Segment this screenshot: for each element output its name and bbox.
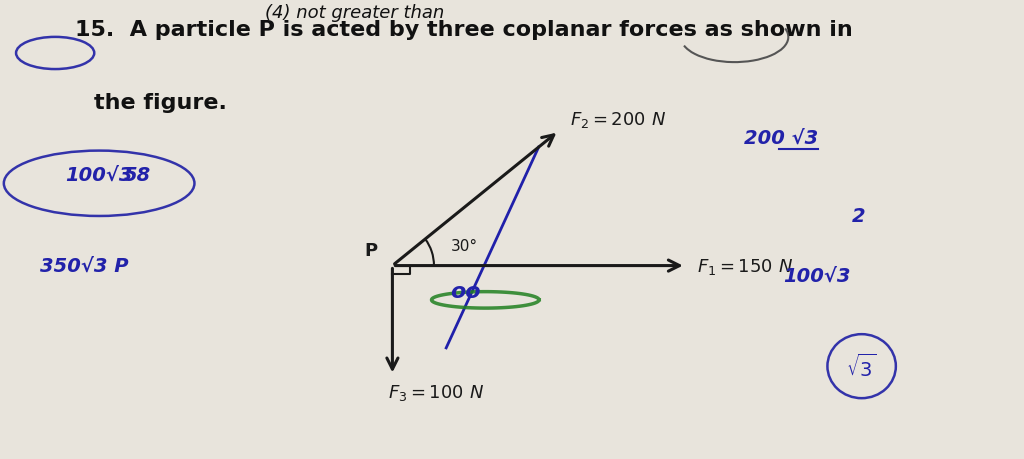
Text: $F_3 = 100$ N: $F_3 = 100$ N [387,382,483,402]
Text: 15.  A particle P is acted by three coplanar forces as shown in: 15. A particle P is acted by three copla… [75,20,852,39]
Text: oo: oo [451,281,481,301]
Text: the figure.: the figure. [94,93,227,112]
Text: 58: 58 [124,165,151,184]
Text: 200 √3: 200 √3 [744,129,818,147]
Text: P: P [365,241,378,259]
Text: 2: 2 [852,207,865,226]
Text: $\sqrt{3}$: $\sqrt{3}$ [846,353,877,380]
Text: $F_1 = 150$ N: $F_1 = 150$ N [697,256,794,276]
Text: 30°: 30° [451,238,478,253]
Text: (4) not greater than: (4) not greater than [265,4,444,22]
Text: 350√3 P: 350√3 P [41,257,129,275]
Text: 100√3: 100√3 [783,266,851,285]
Text: 100√3: 100√3 [65,165,132,184]
Text: $F_2 = 200$ N: $F_2 = 200$ N [570,109,667,129]
